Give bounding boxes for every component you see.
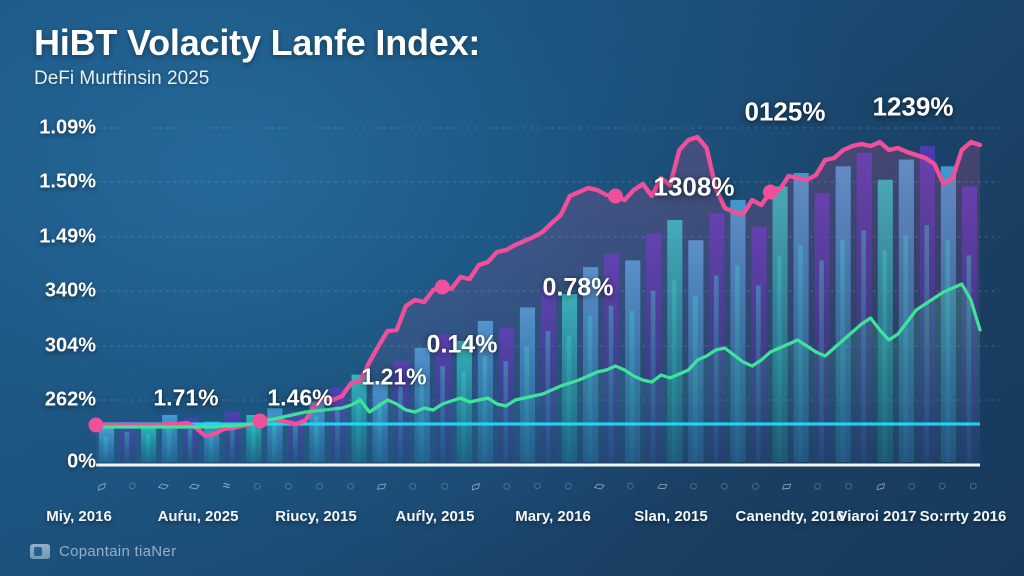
x-axis-minor-tick-icon: ▱ [593, 477, 608, 494]
x-axis-minor-tick-icon: ◌ [252, 477, 263, 494]
x-axis-minor-tick-icon: ▱ [157, 476, 172, 495]
page-subtitle: DeFi Murtfinsin 2025 [34, 67, 210, 89]
x-axis-minor-tick-icon: ◌ [562, 477, 576, 494]
x-axis-minor-tick-icon: ◌ [126, 477, 140, 494]
data-point-label: 0.78% [542, 273, 614, 302]
y-axis-tick-label: 1.49% [39, 225, 96, 248]
y-axis: 1.09% 1.50% 1.49% 340% 304% 262% 0% [0, 0, 96, 576]
x-axis-minor-tick-icon: ◌ [688, 477, 699, 494]
series-markers [88, 184, 778, 433]
page-title: HiBT Volacity Lanfe Index: [34, 22, 481, 63]
x-axis-minor-tick-icon: ▱ [375, 477, 389, 494]
data-point-label: 1308% [653, 171, 735, 202]
x-axis-minor-tick-icon: ◌ [812, 477, 824, 494]
x-axis-minor-tick-icon: ≈ [221, 477, 232, 494]
data-point-label: 1.46% [267, 384, 333, 411]
y-axis-tick-label: 0% [67, 450, 96, 473]
x-axis-minor-tick-icon: ◌ [936, 476, 950, 495]
report-icon [30, 544, 50, 559]
y-axis-tick-label: 340% [44, 279, 96, 302]
x-axis-minor-tick-icon: ◌ [346, 477, 357, 494]
x-axis-tick-label: So:rrty 2016 [919, 508, 1007, 525]
x-axis-minor-tick-icon: ◌ [625, 477, 637, 494]
chart-header: HiBT Volacity Lanfe Index: DeFi Murtfins… [34, 22, 794, 90]
x-axis-minor-tick-icon: ◌ [751, 477, 761, 494]
x-axis-tick-label: Auŕly, 2015 [395, 508, 475, 525]
x-axis-minor-tick-icon: ◌ [720, 478, 730, 493]
data-point-label: 1.71% [153, 384, 219, 411]
series-lines [93, 134, 983, 439]
x-axis-minor-tick-icon: ◌ [315, 477, 325, 494]
y-axis-tick-label: 304% [44, 334, 96, 357]
x-axis-minor-tick-icon: ◌ [438, 477, 451, 494]
x-axis-minor-tick-icon: ◌ [407, 477, 420, 494]
x-axis-minor-tick-icon: ▱ [780, 477, 794, 494]
series-area-fills [96, 137, 980, 462]
x-axis-minor-tick-icon: ▱ [656, 477, 669, 494]
footer-credit: Copantain tiaNer [30, 543, 176, 560]
x-axis-tick-label: Canendty, 2016 [735, 508, 845, 525]
x-axis-minor-tick-icon: ◌ [905, 477, 919, 494]
x-axis-tick-label: Miy, 2016 [46, 508, 112, 525]
data-point-label: 1239% [872, 91, 954, 122]
y-axis-tick-label: 1.09% [39, 116, 96, 139]
y-axis-tick-label: 1.50% [39, 170, 96, 193]
data-point-label: 0.14% [426, 330, 498, 359]
x-axis-tick-label: Auŕuı, 2025 [157, 508, 239, 525]
x-axis-tick-label: Viaroi 2017 [837, 508, 917, 525]
x-axis-tick-label: Riucy, 2015 [275, 508, 357, 525]
x-axis-minor-tick-icon: ◌ [284, 477, 294, 494]
data-point-label: 1.21% [361, 363, 427, 390]
x-axis-minor-tick-icon: ◌ [843, 477, 856, 494]
x-axis-minor-tick-icon: ▱ [873, 476, 888, 495]
data-point-label: 0125% [744, 96, 826, 127]
y-axis-tick-label: 262% [44, 388, 96, 411]
x-axis-minor-tick-icon: ◌ [531, 477, 545, 494]
x-axis-tick-label: Mary, 2016 [515, 508, 591, 525]
x-axis-minor-tick-icon: ▱ [468, 476, 483, 495]
footer-credit-label: Copantain tiaNer [59, 543, 177, 560]
x-axis-minor-tick-icon: ▱ [94, 476, 110, 495]
x-axis-minor-tick-icon: ▱ [188, 477, 203, 494]
x-axis-minor-tick-icon: ◌ [967, 477, 981, 494]
x-axis-tick-label: Slan, 2015 [634, 508, 708, 525]
x-axis-minor-tick-icon: ◌ [500, 476, 514, 495]
